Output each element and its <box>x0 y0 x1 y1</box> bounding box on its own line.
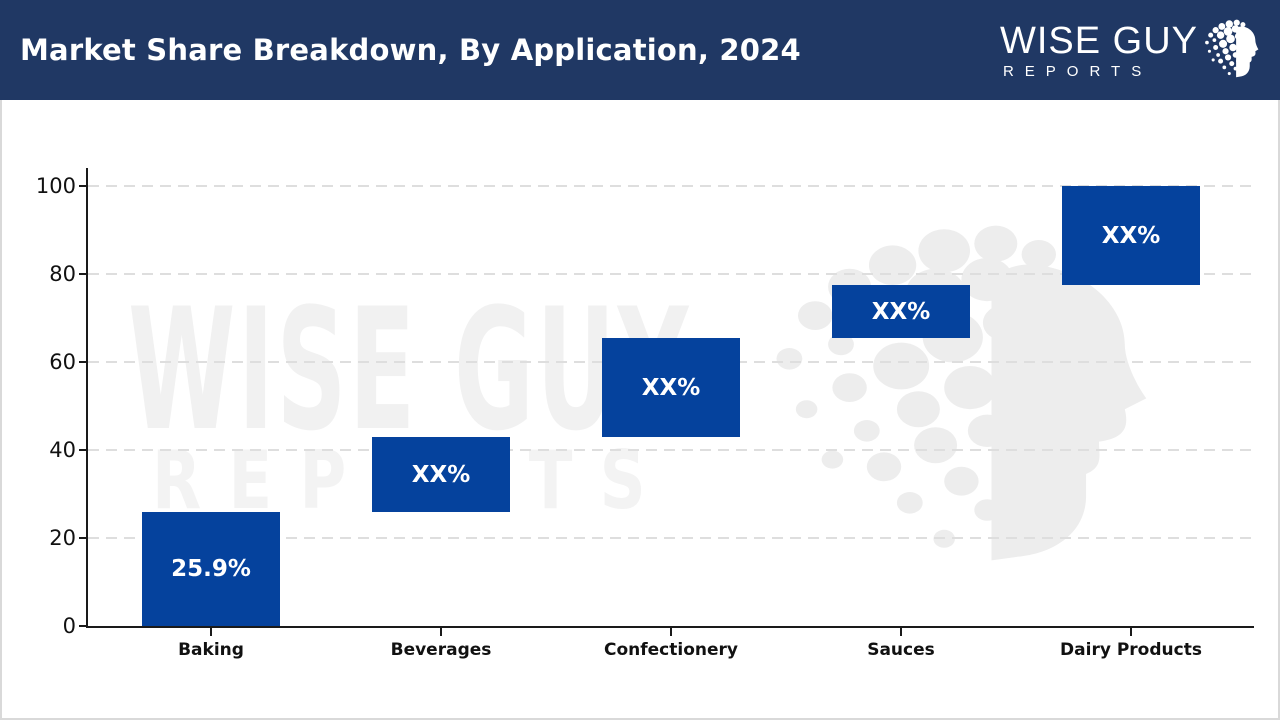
y-tick-label-0: 0 <box>62 614 76 638</box>
y-tick-100 <box>79 185 88 187</box>
category-label-beverages: Beverages <box>390 640 492 660</box>
wiseguy-logo-text: WISE GUY REPORTS <box>1000 22 1198 79</box>
y-tick-label-100: 100 <box>35 174 76 198</box>
gridline-80 <box>88 273 1254 275</box>
logo-wordmark: WISE GUY <box>999 19 1198 62</box>
x-tick-confectionery <box>670 628 672 636</box>
y-tick-label-80: 80 <box>49 262 76 286</box>
bar-value-label: 25.9% <box>171 556 251 582</box>
bar-beverages: XX% <box>372 437 510 513</box>
x-axis-line <box>86 626 1254 628</box>
watermark-wordmark: WISE GUY <box>128 272 691 468</box>
y-tick-0 <box>79 625 88 627</box>
bar-value-label: XX% <box>641 374 701 401</box>
bar-sauces: XX% <box>832 285 970 339</box>
x-tick-dairy-products <box>1130 628 1132 636</box>
bar-confectionery: XX% <box>602 338 740 438</box>
x-tick-baking <box>210 628 212 636</box>
gridline-100 <box>88 185 1254 187</box>
bar-value-label: XX% <box>411 461 471 488</box>
gridline-20 <box>88 537 1254 539</box>
y-tick-label-60: 60 <box>49 350 76 374</box>
y-axis-line <box>86 168 88 628</box>
y-tick-label-20: 20 <box>49 526 76 550</box>
y-tick-80 <box>79 273 88 275</box>
y-tick-60 <box>79 361 88 363</box>
wiseguy-face-icon <box>1205 19 1259 78</box>
category-label-dairy-products: Dairy Products <box>1060 640 1202 660</box>
category-label-sauces: Sauces <box>867 640 935 660</box>
gridline-40 <box>88 449 1254 451</box>
wiseguy-logo: WISE GUY REPORTS <box>1000 10 1264 90</box>
bar-value-label: XX% <box>1101 222 1161 249</box>
y-tick-40 <box>79 449 88 451</box>
y-tick-20 <box>79 537 88 539</box>
y-tick-label-40: 40 <box>49 438 76 462</box>
category-label-confectionery: Confectionery <box>604 640 738 660</box>
bar-baking: 25.9% <box>142 512 280 626</box>
header-bar: Market Share Breakdown, By Application, … <box>0 0 1280 100</box>
logo-subtitle: REPORTS <box>1002 62 1153 80</box>
x-tick-sauces <box>900 628 902 636</box>
x-tick-beverages <box>440 628 442 636</box>
page-title: Market Share Breakdown, By Application, … <box>20 33 801 67</box>
category-label-baking: Baking <box>178 640 244 660</box>
bar-value-label: XX% <box>871 298 931 325</box>
bar-dairy-products: XX% <box>1062 186 1200 285</box>
